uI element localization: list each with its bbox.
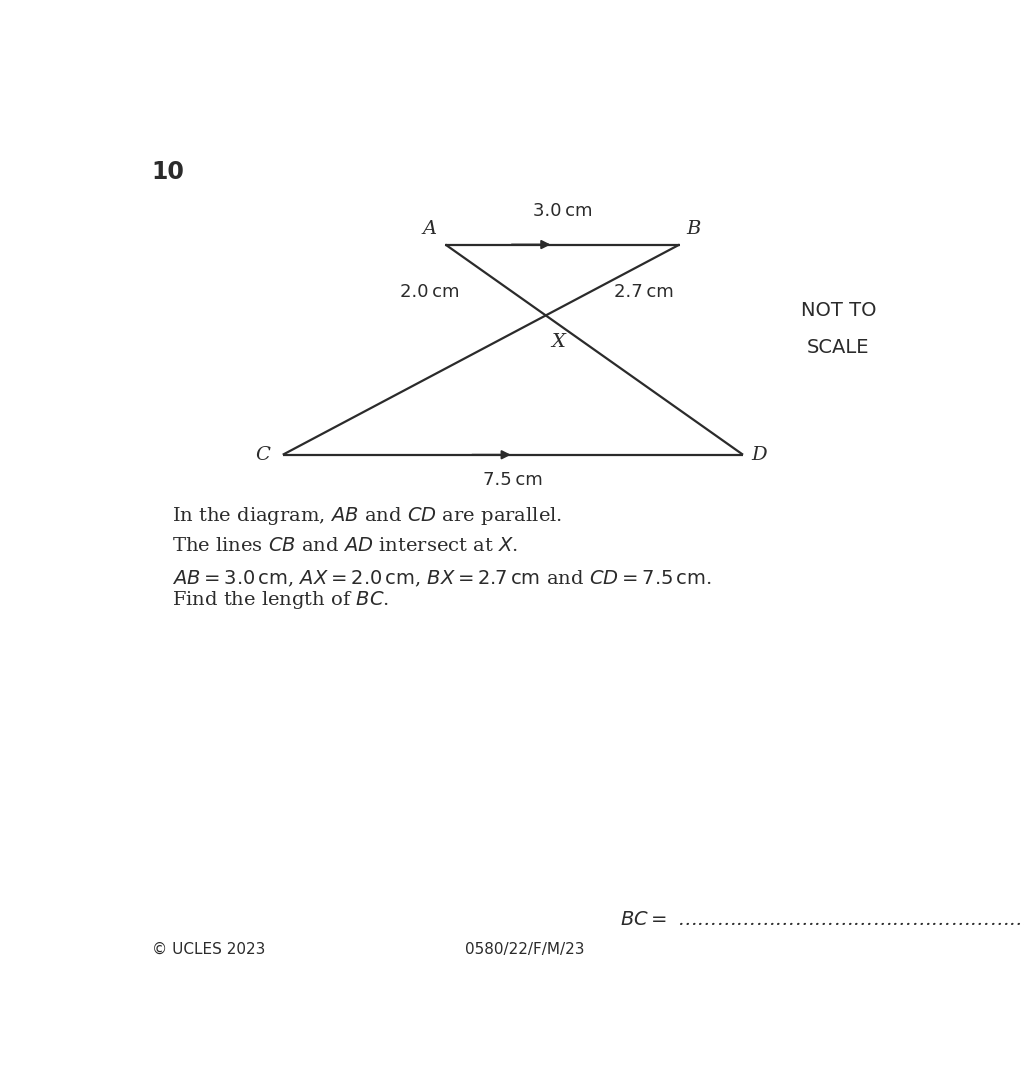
Text: 10: 10 [152,161,184,185]
Text: C: C [255,446,270,464]
Text: © UCLES 2023: © UCLES 2023 [152,941,265,957]
Text: X: X [551,333,565,352]
Text: SCALE: SCALE [807,337,869,357]
Text: B: B [687,221,701,238]
Text: Find the length of $BC$.: Find the length of $BC$. [172,590,389,612]
Text: D: D [751,446,767,464]
Text: NOT TO: NOT TO [801,300,876,320]
Text: 2.7 cm: 2.7 cm [614,284,674,301]
Text: A: A [423,221,436,238]
Text: 7.5 cm: 7.5 cm [483,471,543,489]
Text: $AB = 3.0\,\mathrm{cm}$, $AX = 2.0\,\mathrm{cm}$, $BX = 2.7\,\mathrm{cm}$ and $C: $AB = 3.0\,\mathrm{cm}$, $AX = 2.0\,\mat… [172,569,712,590]
Text: 3.0 cm: 3.0 cm [534,202,593,219]
Text: The lines $CB$ and $AD$ intersect at $X$.: The lines $CB$ and $AD$ intersect at $X$… [172,537,518,555]
Text: In the diagram, $AB$ and $CD$ are parallel.: In the diagram, $AB$ and $CD$ are parall… [172,506,562,527]
Text: 0580/22/F/M/23: 0580/22/F/M/23 [465,941,585,957]
Text: 2.0 cm: 2.0 cm [399,284,460,301]
Text: $BC = $ ……………………………………………………………………: $BC = $ …………………………………………………………………… [620,911,1024,929]
